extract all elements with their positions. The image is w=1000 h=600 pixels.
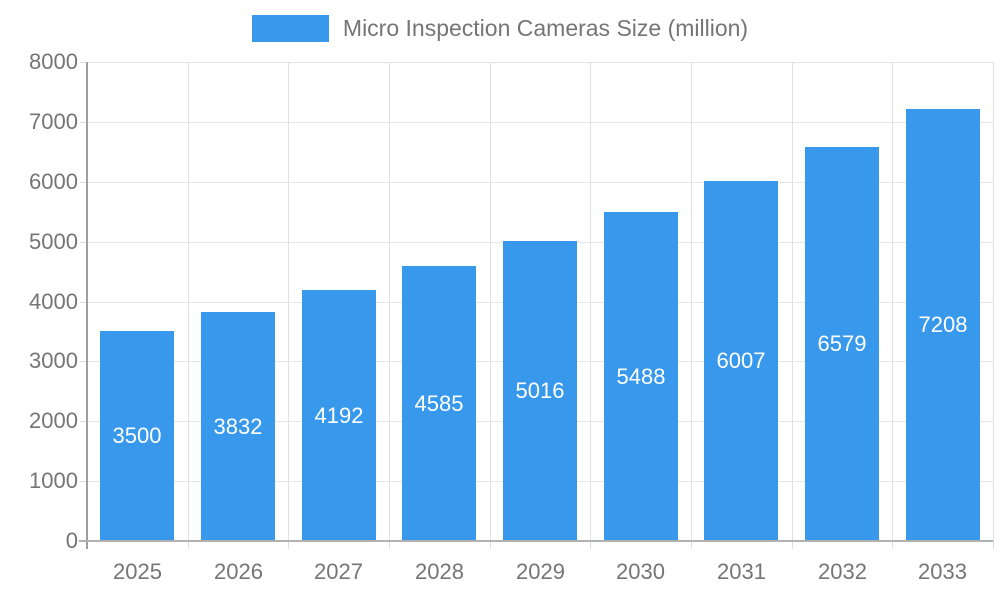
y-axis-tick (80, 122, 87, 123)
y-axis-label: 3000 (29, 348, 78, 373)
x-axis-label-2026: 2026 (214, 559, 263, 584)
bar-2027[interactable]: 4192 (302, 290, 376, 541)
bar-value-label: 6579 (817, 331, 867, 356)
gridline-vertical (188, 62, 189, 549)
gridline-vertical (389, 62, 390, 549)
y-axis-label: 7000 (29, 109, 78, 134)
bar-2028[interactable]: 4585 (402, 266, 476, 541)
y-axis-label: 8000 (29, 49, 78, 74)
gridline-vertical (792, 62, 793, 549)
y-axis-tick (80, 361, 87, 362)
bar-value-label: 6007 (716, 348, 766, 373)
bar-2031[interactable]: 6007 (704, 181, 778, 541)
bar-value-label: 7208 (918, 312, 968, 337)
bar-value-label: 4192 (314, 402, 364, 428)
bar-value-label: 4585 (414, 390, 464, 416)
x-axis-label-2032: 2032 (818, 559, 867, 584)
x-axis-line (79, 540, 993, 542)
x-axis-label-2033: 2033 (918, 559, 967, 584)
y-axis-label: 1000 (29, 468, 78, 493)
bar-2030[interactable]: 5488 (604, 212, 678, 541)
gridline-vertical (590, 62, 591, 549)
y-axis-label: 2000 (29, 408, 78, 433)
x-axis-label-2030: 2030 (616, 559, 665, 584)
y-axis-label: 4000 (29, 289, 78, 314)
bar-2033[interactable]: 7208 (906, 109, 980, 541)
legend[interactable]: Micro Inspection Cameras Size (million) (0, 15, 1000, 42)
gridline-horizontal (87, 122, 993, 123)
x-axis-label-2028: 2028 (415, 559, 464, 584)
y-axis-tick (80, 421, 87, 422)
bar-value-label: 3832 (213, 413, 263, 439)
y-axis-label: 0 (65, 528, 78, 553)
y-axis-tick (80, 302, 87, 303)
bar-value-label: 5016 (515, 378, 565, 403)
gridline-vertical (892, 62, 893, 549)
gridline-horizontal (87, 62, 993, 63)
legend-swatch[interactable] (251, 15, 329, 42)
legend-label[interactable]: Micro Inspection Cameras Size (million) (342, 15, 749, 41)
gridline-vertical (490, 62, 491, 549)
bar-2029[interactable]: 5016 (503, 241, 577, 541)
bar-2025[interactable]: 3500 (100, 331, 174, 541)
bar-2026[interactable]: 3832 (201, 312, 275, 541)
y-axis-tick (80, 481, 87, 482)
x-axis-label-2029: 2029 (516, 559, 565, 584)
x-axis-label-2031: 2031 (717, 559, 766, 584)
y-axis-label: 6000 (29, 169, 78, 194)
y-axis-tick (80, 182, 87, 183)
gridline-vertical (691, 62, 692, 549)
x-axis-label-2025: 2025 (113, 559, 162, 584)
bar-2032[interactable]: 6579 (805, 147, 879, 541)
gridline-vertical (288, 62, 289, 549)
y-axis-line (86, 62, 88, 549)
gridline-vertical (993, 62, 994, 549)
y-axis-label: 5000 (29, 229, 78, 254)
y-axis-tick (80, 242, 87, 243)
y-axis-tick (80, 62, 87, 63)
x-axis-label-2027: 2027 (314, 559, 363, 584)
gridline-horizontal (87, 182, 993, 183)
bar-value-label: 5488 (616, 363, 666, 389)
bar-value-label: 3500 (112, 423, 162, 448)
